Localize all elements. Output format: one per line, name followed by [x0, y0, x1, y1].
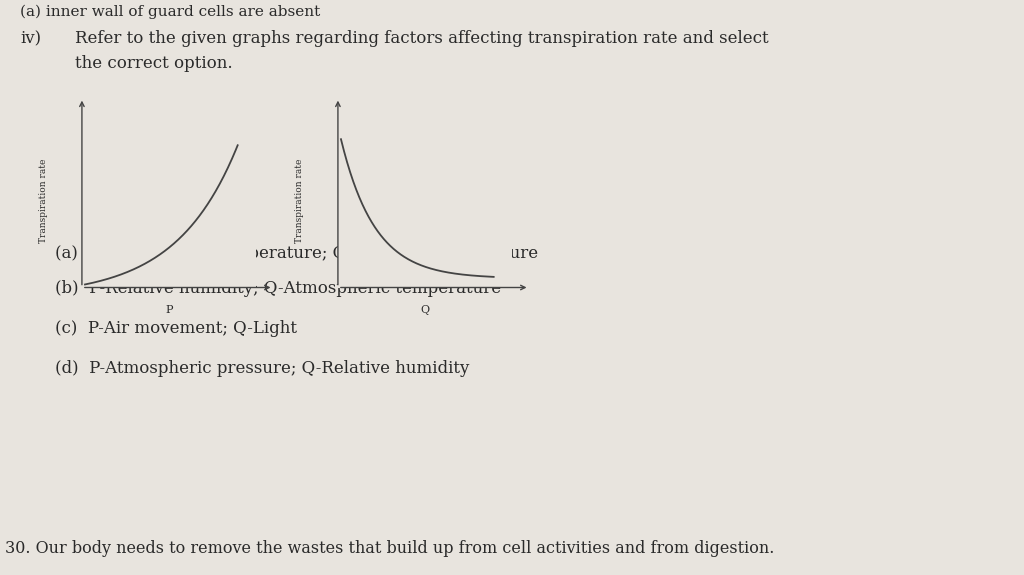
Text: Transpiration rate: Transpiration rate — [295, 159, 304, 243]
Text: P: P — [165, 305, 173, 315]
Text: 30. Our body needs to remove the wastes that build up from cell activities and f: 30. Our body needs to remove the wastes … — [5, 540, 774, 557]
Text: (d)  P-Atmospheric pressure; Q-Relative humidity: (d) P-Atmospheric pressure; Q-Relative h… — [55, 360, 469, 377]
Text: (b)  P-Relative humidity; Q-Atmospheric temperature: (b) P-Relative humidity; Q-Atmospheric t… — [55, 280, 501, 297]
Text: Q: Q — [421, 305, 429, 315]
Text: (a) inner wall of guard cells are absent: (a) inner wall of guard cells are absent — [20, 5, 321, 20]
Text: Transpiration rate: Transpiration rate — [39, 159, 48, 243]
Text: iv): iv) — [20, 30, 41, 47]
Text: (c)  P-Air movement; Q-Light: (c) P-Air movement; Q-Light — [55, 320, 297, 337]
Text: the correct option.: the correct option. — [75, 55, 232, 72]
Text: (a)  P-Atmospheric temperature; Q-Atmospheric pressure: (a) P-Atmospheric temperature; Q-Atmosph… — [55, 245, 539, 262]
Text: Refer to the given graphs regarding factors affecting transpiration rate and sel: Refer to the given graphs regarding fact… — [75, 30, 769, 47]
